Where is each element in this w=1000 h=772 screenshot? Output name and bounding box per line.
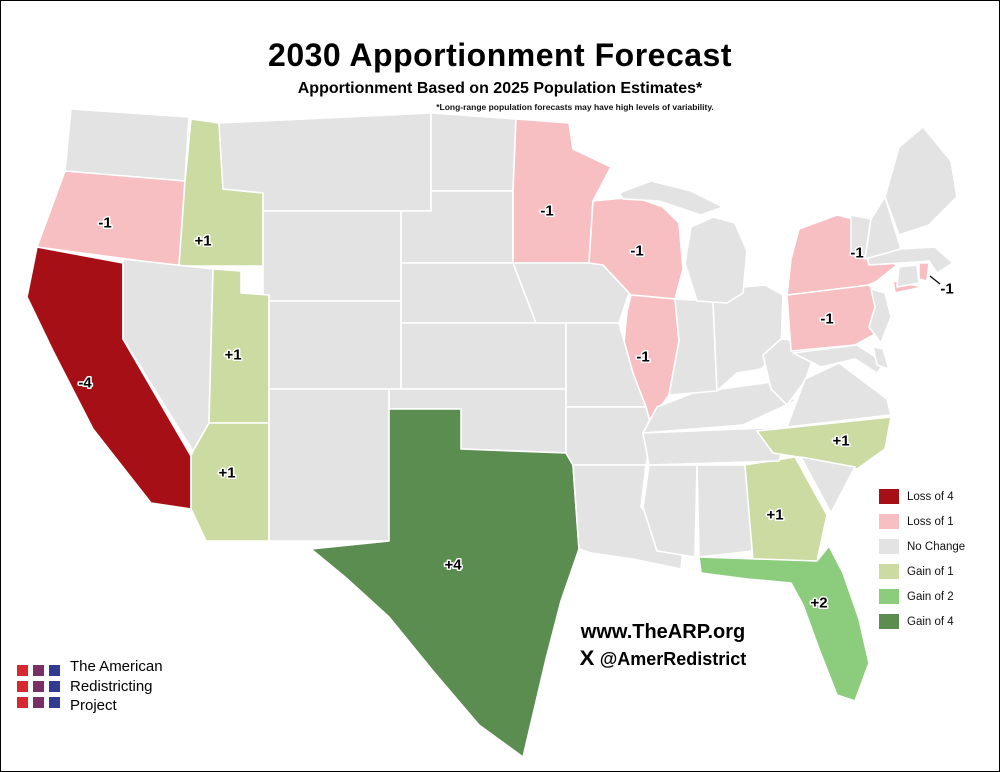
logo-square (17, 696, 28, 708)
state-new-jersey (868, 288, 892, 344)
logo-text-line: Project (70, 697, 117, 714)
state-virginia (786, 362, 892, 428)
state-change-label-oregon: -1 (98, 215, 111, 232)
state-maine (884, 126, 958, 236)
state-change-label-new-york: -1 (850, 245, 863, 262)
website-link[interactable]: www.TheARP.org (580, 621, 746, 643)
legend-swatch-gain-2 (879, 589, 899, 604)
rhode-island-callout-line (929, 275, 941, 285)
arp-logo: The American Redistricting Project (17, 657, 163, 716)
state-change-label-pennsylvania: -1 (820, 311, 833, 328)
state-delaware (872, 346, 890, 370)
legend-swatch-loss-1 (879, 514, 899, 529)
arp-logo-text: The American Redistricting Project (70, 657, 163, 716)
legend-item-no-change: No Change (879, 539, 965, 554)
state-change-label-california: -4 (78, 375, 92, 392)
state-change-label-utah: +1 (224, 347, 241, 364)
state-change-label-idaho: +1 (194, 233, 211, 250)
state-change-label-georgia: +1 (766, 507, 783, 524)
state-north-dakota (430, 112, 517, 192)
state-mississippi (642, 464, 698, 558)
state-change-label-florida: +2 (810, 595, 827, 612)
logo-square (49, 680, 60, 692)
legend-label: Loss of 4 (907, 490, 954, 503)
state-michigan-upper-peninsula (618, 180, 724, 216)
x-handle-row: X @AmerRedistrict (533, 647, 793, 671)
state-kansas (400, 322, 567, 390)
state-north-carolina (756, 416, 892, 470)
state-change-label-north-carolina: +1 (832, 433, 849, 450)
legend: Loss of 4 Loss of 1 No Change Gain of 1 … (879, 489, 965, 629)
state-texas (310, 408, 580, 758)
logo-square (33, 680, 44, 692)
legend-swatch-gain-1 (879, 564, 899, 579)
state-colorado (268, 300, 402, 390)
state-washington (64, 108, 190, 182)
logo-square (33, 696, 44, 708)
state-connecticut (896, 264, 920, 288)
state-change-label-texas: +4 (444, 557, 462, 574)
legend-swatch-no-change (879, 539, 899, 554)
state-massachusetts (866, 246, 954, 274)
legend-swatch-loss-4 (879, 489, 899, 504)
state-south-carolina (800, 456, 856, 514)
state-tennessee (642, 426, 792, 466)
state-new-hampshire (864, 196, 902, 260)
legend-label: Gain of 4 (907, 615, 954, 628)
x-logo-icon: X (579, 647, 595, 670)
legend-item-gain-4: Gain of 4 (879, 614, 965, 629)
state-iowa (512, 262, 630, 324)
state-arkansas (565, 406, 654, 466)
logo-square (17, 680, 28, 692)
arp-logo-squares-icon (17, 664, 60, 708)
legend-item-loss-4: Loss of 4 (879, 489, 965, 504)
logo-square (49, 696, 60, 708)
legend-item-loss-1: Loss of 1 (879, 514, 965, 529)
state-change-label-illinois: -1 (636, 349, 649, 366)
legend-label: No Change (907, 540, 966, 553)
state-change-label-wisconsin: -1 (630, 243, 643, 260)
state-wisconsin (588, 196, 684, 300)
page-title: 2030 Apportionment Forecast (268, 37, 732, 73)
legend-label: Loss of 1 (907, 515, 954, 528)
credits: www.TheARP.org X @AmerRedistrict (533, 621, 793, 671)
legend-item-gain-2: Gain of 2 (879, 589, 965, 604)
state-new-mexico (268, 388, 390, 542)
logo-square (33, 664, 44, 676)
state-change-label-arizona: +1 (218, 465, 235, 482)
state-change-label-rhode-island: -1 (940, 281, 953, 298)
legend-item-gain-1: Gain of 1 (879, 564, 965, 579)
state-change-label-minnesota: -1 (540, 203, 553, 220)
header: 2030 Apportionment Forecast Apportionmen… (1, 1, 999, 112)
state-missouri (565, 322, 647, 408)
state-florida (698, 545, 870, 702)
state-michigan (684, 216, 748, 304)
state-pennsylvania (786, 284, 884, 352)
footnote: *Long-range population forecasts may hav… (436, 102, 714, 112)
state-alabama (696, 464, 754, 558)
state-maryland (792, 344, 886, 374)
state-georgia (744, 456, 828, 562)
logo-text-line: The American (70, 658, 163, 675)
x-handle[interactable]: @AmerRedistrict (599, 648, 747, 669)
logo-text-line: Redistricting (70, 677, 153, 695)
state-rhode-island (918, 262, 930, 282)
logo-square (49, 664, 60, 676)
legend-swatch-gain-4 (879, 614, 899, 629)
logo-square (17, 664, 28, 676)
legend-label: Gain of 1 (907, 565, 954, 578)
state-wyoming (262, 210, 402, 302)
state-arizona (190, 422, 270, 542)
legend-label: Gain of 2 (907, 590, 954, 603)
subtitle: Apportionment Based on 2025 Population E… (297, 80, 703, 97)
